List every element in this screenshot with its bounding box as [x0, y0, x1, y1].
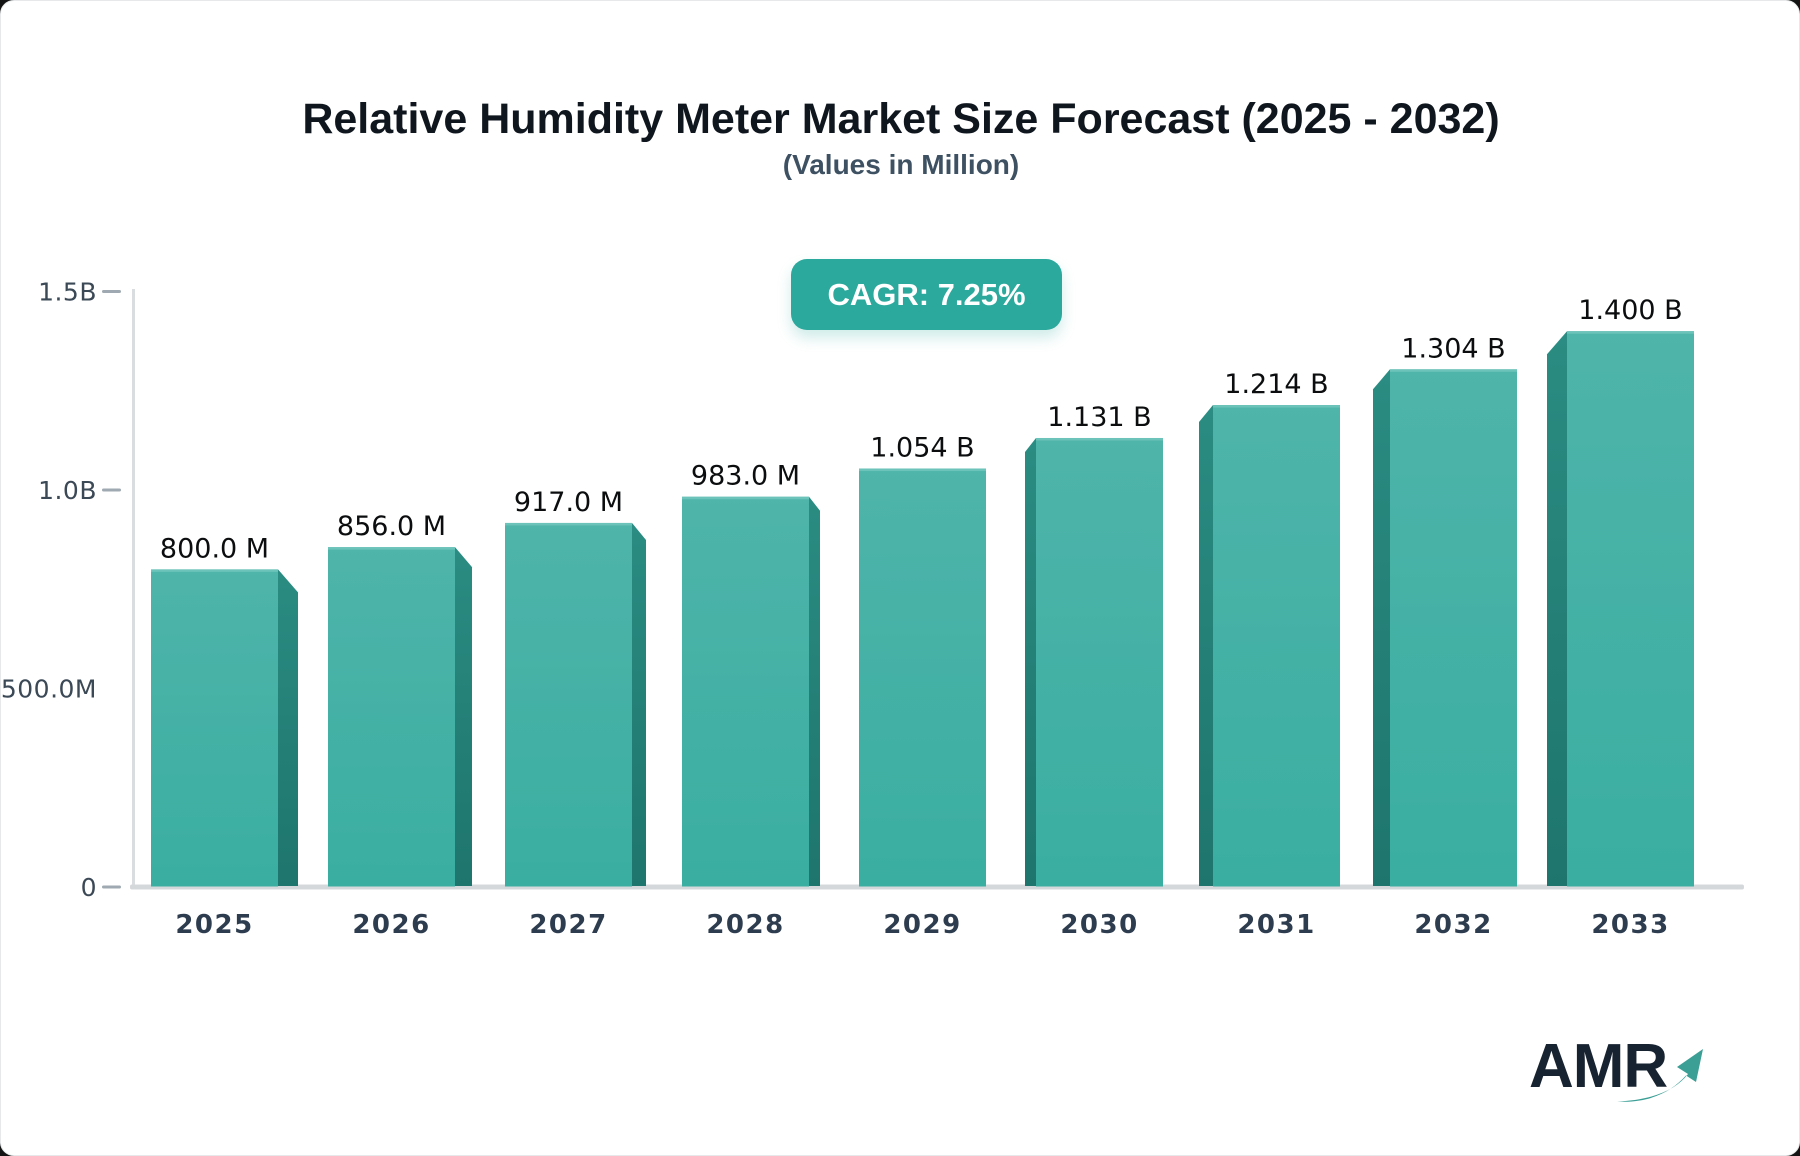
bar-value-label-2029: 1.054 B [870, 433, 974, 464]
bar-side-3d [1025, 437, 1036, 886]
bar-side-3d [1199, 405, 1213, 886]
bar-side-3d [809, 496, 820, 886]
bar-value-label-2030: 1.131 B [1047, 402, 1151, 433]
x-axis-label-2033: 2033 [1591, 910, 1669, 940]
bar-top-highlight [328, 547, 455, 550]
bar-top-highlight [505, 522, 632, 526]
bar-value-label-2033: 1.400 B [1578, 295, 1682, 326]
x-axis-label-2030: 2030 [1060, 910, 1138, 940]
bar-side-3d [455, 547, 472, 886]
bar-value-label-2032: 1.304 B [1401, 333, 1505, 364]
bar-2029 [859, 468, 986, 887]
bar-value-label-2028: 983.0 M [691, 461, 800, 492]
bar-side-3d [1373, 369, 1390, 886]
bar-side-3d [632, 522, 646, 886]
x-axis-label-2029: 2029 [883, 910, 961, 940]
amr-logo: AMR [1529, 1031, 1729, 1111]
bar-value-label-2025: 800.0 M [160, 533, 269, 564]
growth-arrow-icon [1617, 1049, 1703, 1102]
bar-value-label-2026: 856.0 M [337, 511, 446, 542]
y-axis-tick-label: 1.0B [38, 476, 97, 505]
amr-logo-text: AMR [1529, 1032, 1668, 1101]
y-axis-tick-label: 500.0M [1, 675, 97, 704]
bar-top-highlight [1390, 369, 1517, 372]
y-axis-tick-label: 0 [81, 873, 97, 902]
bar-top-highlight [682, 496, 809, 500]
y-axis-tick [102, 885, 121, 889]
x-axis-label-2028: 2028 [706, 910, 784, 940]
bar-top-highlight [1213, 405, 1340, 408]
bar-side-3d [1547, 331, 1567, 886]
bar-2030 [1036, 437, 1163, 887]
bar-top-highlight [1567, 331, 1694, 334]
bar-top-highlight [859, 468, 986, 472]
bar-2025 [151, 569, 278, 887]
bar-value-label-2031: 1.214 B [1224, 369, 1328, 400]
y-axis-line [132, 289, 135, 889]
bar-2032 [1390, 369, 1517, 887]
bar-2031 [1213, 405, 1340, 887]
bar-2033 [1567, 331, 1694, 887]
chart-title: Relative Humidity Meter Market Size Fore… [302, 95, 1500, 143]
bar-side-3d [278, 569, 298, 886]
x-axis-label-2032: 2032 [1414, 910, 1492, 940]
bar-2028 [682, 496, 809, 887]
x-axis-label-2025: 2025 [175, 910, 253, 940]
chart-subtitle: (Values in Million) [782, 149, 1020, 180]
y-axis-tick-label: 1.5B [38, 278, 97, 307]
x-axis-label-2026: 2026 [352, 910, 430, 940]
y-axis-tick [102, 488, 121, 492]
y-axis-tick [102, 290, 121, 293]
bar-2026 [328, 547, 455, 887]
cagr-badge: CAGR: 7.25% [791, 259, 1062, 330]
bar-top-highlight [1036, 437, 1163, 441]
bar-top-highlight [151, 569, 278, 572]
bar-2027 [505, 522, 632, 887]
bar-value-label-2027: 917.0 M [514, 487, 623, 518]
x-axis-label-2031: 2031 [1237, 910, 1315, 940]
x-axis-label-2027: 2027 [529, 910, 607, 940]
